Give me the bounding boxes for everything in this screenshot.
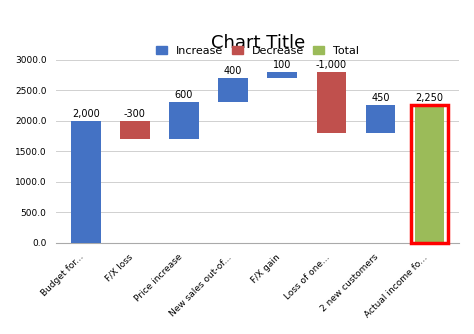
Bar bbox=[169, 103, 199, 139]
Text: -300: -300 bbox=[124, 109, 146, 119]
Text: 2,250: 2,250 bbox=[416, 93, 444, 103]
Text: 400: 400 bbox=[224, 66, 242, 76]
Title: Chart Title: Chart Title bbox=[210, 34, 305, 52]
Bar bbox=[366, 106, 395, 133]
Legend: Increase, Decrease, Total: Increase, Decrease, Total bbox=[152, 41, 364, 60]
Text: 600: 600 bbox=[175, 90, 193, 100]
Text: 450: 450 bbox=[371, 93, 390, 103]
Text: 100: 100 bbox=[273, 60, 292, 70]
Bar bbox=[317, 72, 346, 133]
Text: -1,000: -1,000 bbox=[316, 60, 347, 70]
Bar bbox=[219, 78, 248, 103]
Bar bbox=[267, 72, 297, 78]
Bar bbox=[71, 121, 100, 243]
Bar bbox=[411, 106, 448, 243]
Text: 2,000: 2,000 bbox=[72, 109, 100, 119]
Bar bbox=[120, 121, 150, 139]
Bar bbox=[415, 106, 444, 243]
